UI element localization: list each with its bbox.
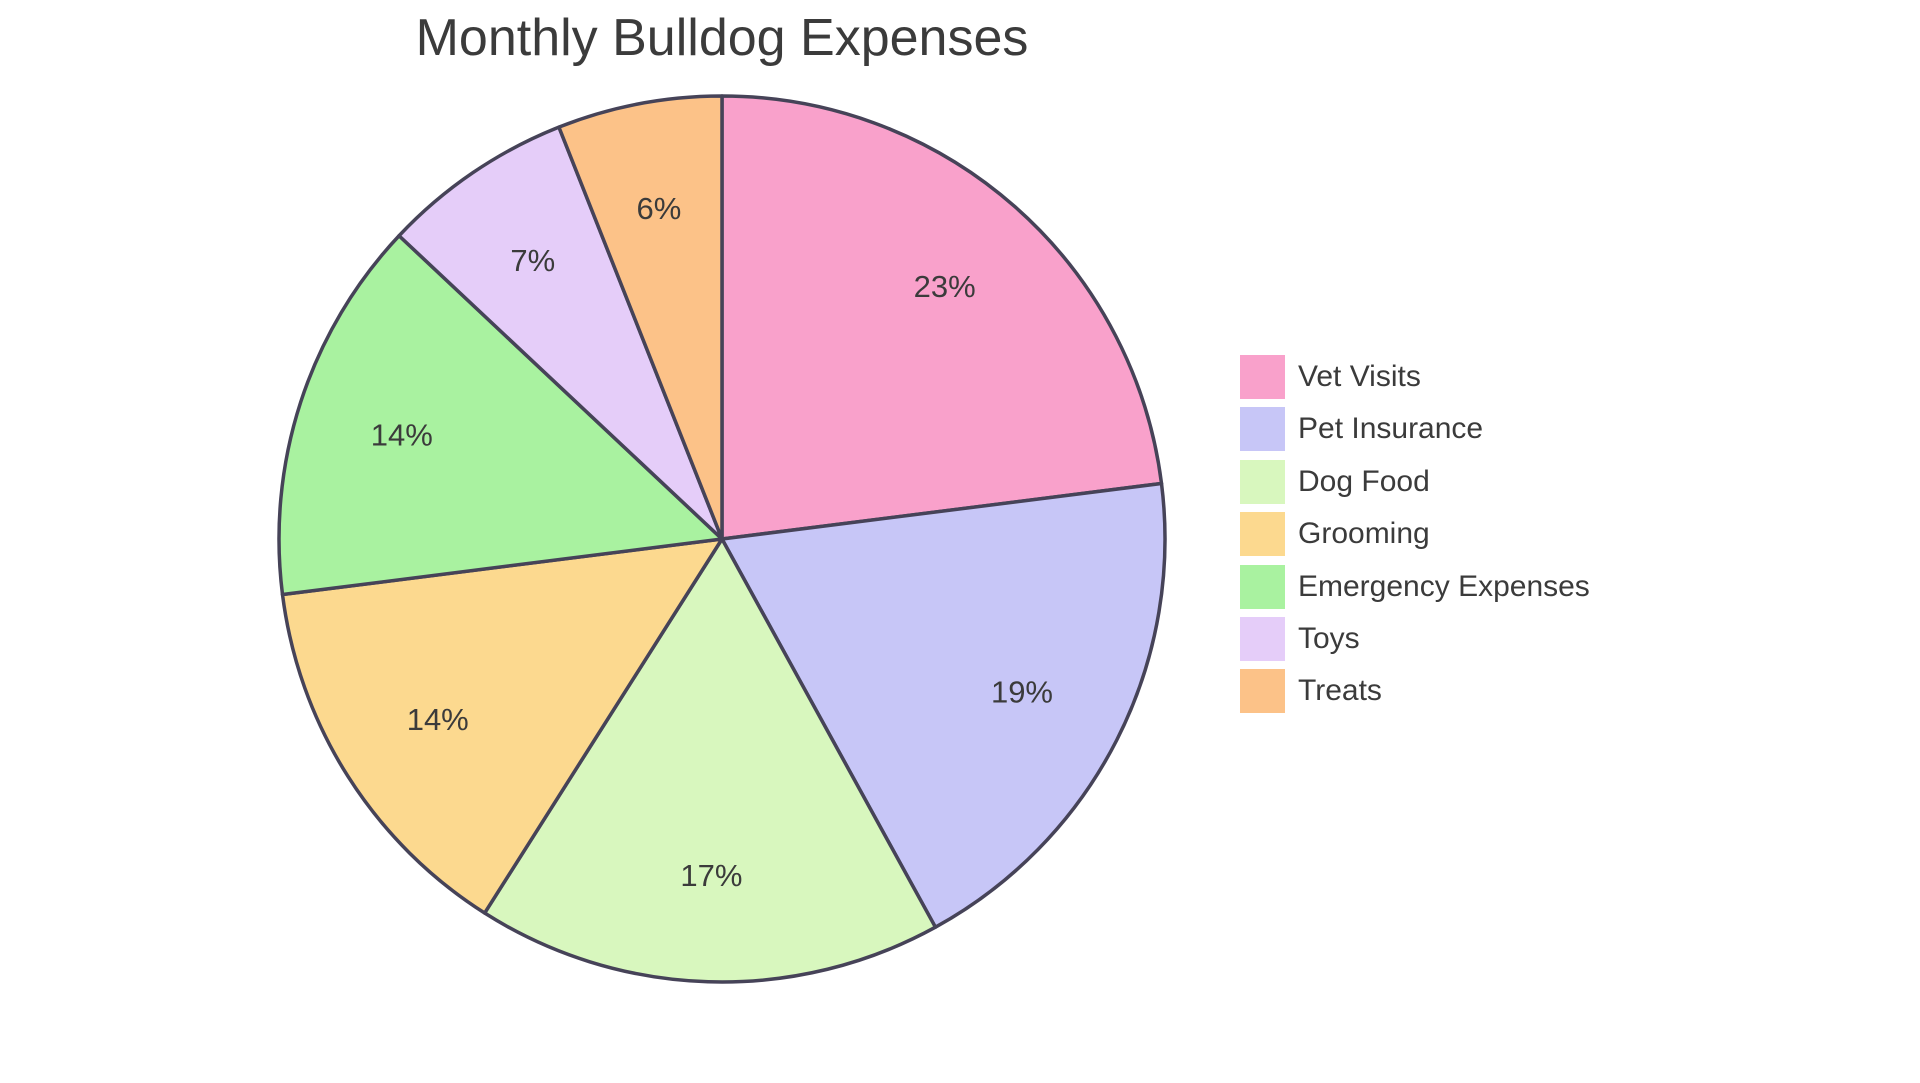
legend-label: Pet Insurance xyxy=(1298,412,1484,446)
legend: Vet Visits Pet Insurance Dog Food Grooming E… xyxy=(1240,355,1590,722)
slice-percent-label: 6% xyxy=(637,191,682,226)
legend-label: Grooming xyxy=(1298,517,1430,551)
legend-swatch xyxy=(1240,564,1285,609)
pie-slice-vet-visits xyxy=(720,94,1164,541)
slice-percent-label: 14% xyxy=(407,702,469,737)
legend-swatch xyxy=(1240,355,1285,399)
legend-item-vet-visits: Vet Visits xyxy=(1240,355,1590,399)
legend-swatch xyxy=(1240,459,1285,504)
slice-percent-label: 19% xyxy=(991,674,1053,709)
slice-percent-label: 17% xyxy=(680,858,742,893)
pie-slice-emergency-expenses xyxy=(277,233,724,597)
legend-label: Dog Food xyxy=(1298,464,1430,498)
legend-label: Toys xyxy=(1298,621,1360,655)
pie-slice-dog-food xyxy=(482,537,938,984)
legend-item-grooming: Grooming xyxy=(1240,512,1590,557)
chart-title: Monthly Bulldog Expenses xyxy=(415,9,1029,67)
legend-item-pet-insurance: Pet Insurance xyxy=(1240,407,1590,452)
legend-swatch xyxy=(1240,407,1285,452)
legend-item-treats: Treats xyxy=(1240,669,1590,714)
slice-percent-label: 7% xyxy=(510,243,555,278)
legend-swatch xyxy=(1240,512,1285,557)
legend-label: Treats xyxy=(1298,674,1382,708)
legend-item-emergency-expenses: Emergency Expenses xyxy=(1240,564,1590,609)
legend-label: Emergency Expenses xyxy=(1298,569,1590,603)
legend-item-dog-food: Dog Food xyxy=(1240,459,1590,504)
pie-slice-pet-insurance xyxy=(720,481,1167,929)
pie-slice-treats xyxy=(557,94,724,541)
pie-slice-toys xyxy=(397,125,724,541)
legend-swatch xyxy=(1240,669,1285,714)
legend-swatch xyxy=(1240,616,1285,661)
legend-item-toys: Toys xyxy=(1240,616,1590,661)
pie-slice-grooming xyxy=(280,537,724,915)
slice-percent-label: 14% xyxy=(371,417,433,452)
legend-label: Vet Visits xyxy=(1298,360,1421,393)
slice-percent-label: 23% xyxy=(914,269,976,304)
